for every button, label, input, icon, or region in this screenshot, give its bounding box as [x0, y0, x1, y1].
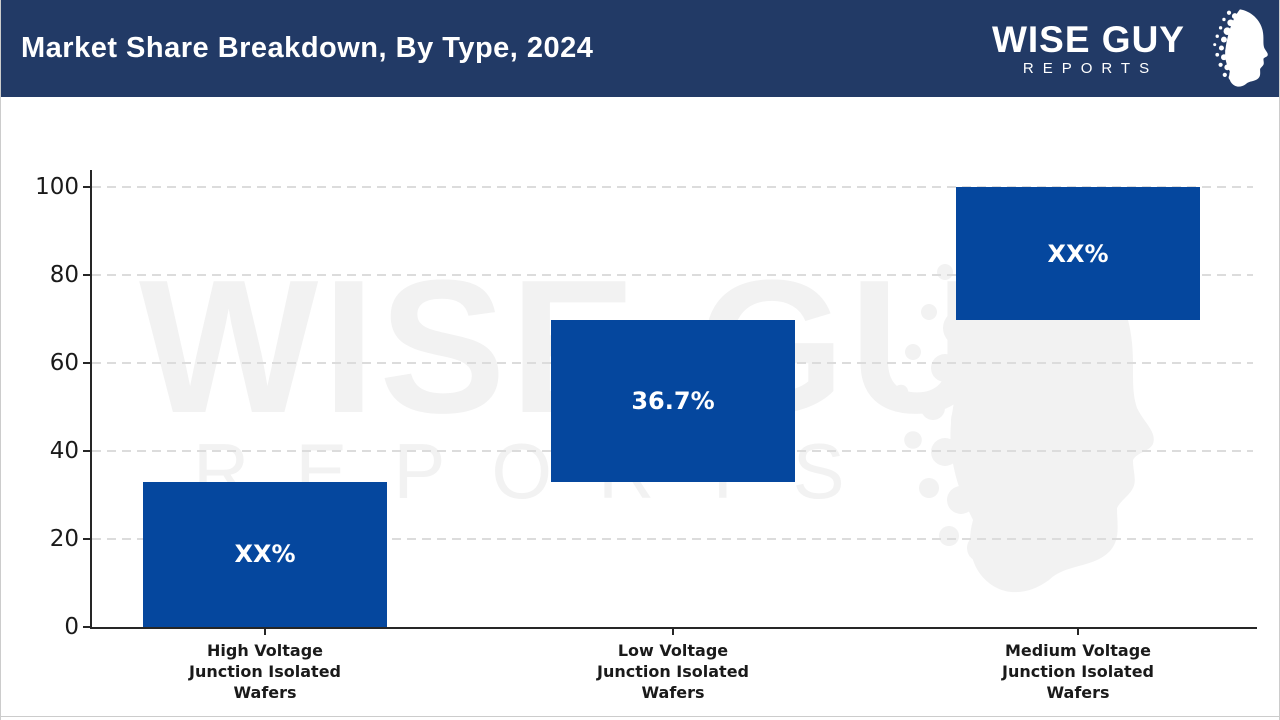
x-category-label-line: Wafers: [641, 683, 705, 702]
x-category-label-line: Wafers: [1046, 683, 1110, 702]
x-category-label: High Voltage Junction Isolated Wafers: [105, 640, 425, 703]
x-category-label-line: Junction Isolated: [1001, 662, 1154, 681]
bottom-border-line: [1, 716, 1279, 717]
x-axis-tick: [1077, 629, 1079, 635]
x-category-label-line: Low Voltage: [617, 641, 729, 660]
y-tick-label: 100: [35, 174, 79, 200]
x-axis-tick: [264, 629, 266, 635]
x-category-label: Low Voltage Junction Isolated Wafers: [513, 640, 833, 703]
x-axis-tick: [672, 629, 674, 635]
y-axis-tick: [83, 186, 90, 188]
x-category-label: Medium Voltage Junction Isolated Wafers: [918, 640, 1238, 703]
gridline: [92, 538, 1253, 540]
y-tick-label: 0: [64, 614, 79, 640]
gridline: [92, 274, 1253, 276]
header-bar: Market Share Breakdown, By Type, 2024 WI…: [1, 0, 1279, 97]
y-axis-tick: [83, 274, 90, 276]
x-category-label-line: High Voltage: [206, 641, 324, 660]
y-axis-tick: [83, 450, 90, 452]
brand-logo-text: WISE GUY REPORTS: [991, 18, 1185, 77]
y-axis-tick: [83, 626, 90, 628]
bar-segment: XX%: [956, 187, 1200, 321]
brand-name: WISE GUY: [991, 18, 1185, 60]
brand-logo: WISE GUY REPORTS: [992, 6, 1271, 90]
y-axis-tick: [83, 362, 90, 364]
page-title: Market Share Breakdown, By Type, 2024: [21, 32, 594, 64]
gridline: [92, 186, 1253, 188]
x-axis-line: [90, 627, 1257, 629]
y-tick-label: 40: [49, 438, 79, 464]
bar-value-label: XX%: [234, 540, 296, 569]
y-tick-label: 20: [49, 526, 79, 552]
x-category-label-line: Junction Isolated: [188, 662, 341, 681]
y-tick-label: 80: [49, 262, 79, 288]
brand-subtitle: REPORTS: [1022, 59, 1159, 77]
y-axis-tick: [83, 538, 90, 540]
bar-value-label: XX%: [1047, 239, 1109, 268]
bar-segment: XX%: [143, 481, 387, 627]
x-category-label-line: Junction Isolated: [596, 662, 749, 681]
y-axis-line: [90, 170, 92, 629]
x-category-label-line: Wafers: [233, 683, 297, 702]
bar-segment: 36.7%: [551, 320, 795, 482]
y-tick-label: 60: [49, 350, 79, 376]
bar-value-label: 36.7%: [631, 387, 715, 416]
x-category-label-line: Medium Voltage: [1004, 641, 1152, 660]
brand-face-icon: [1213, 9, 1268, 87]
